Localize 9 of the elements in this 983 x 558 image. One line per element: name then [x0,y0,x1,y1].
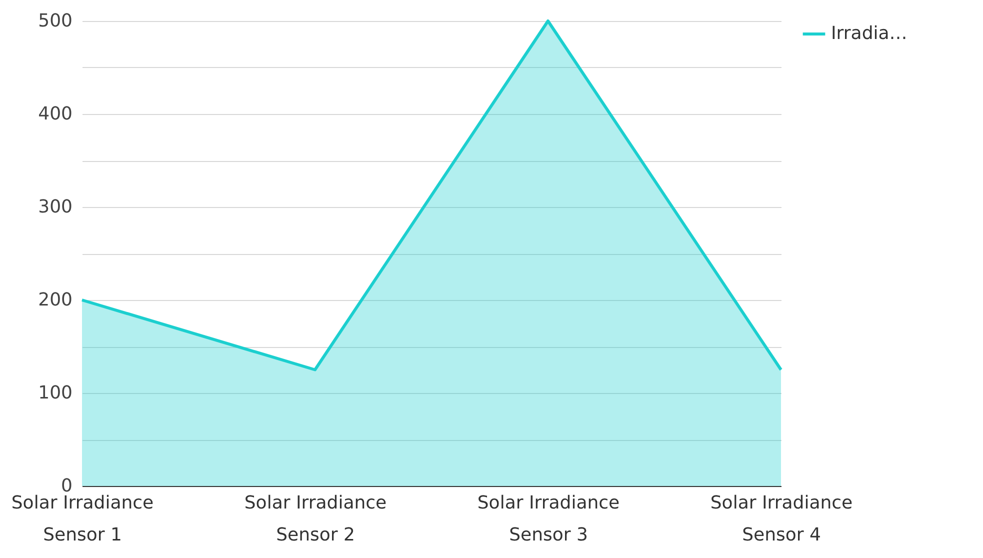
y-tick-label: 100 [38,382,72,404]
x-tick-label: Solar Irradiance Sensor 2 [244,492,387,546]
y-tick-label: 400 [38,104,72,124]
y-tick-label: 200 [38,290,72,310]
y-tick-label: 500 [38,10,72,32]
legend-label: Irradia… [831,23,908,44]
x-tick-label: Solar Irradiance Sensor 4 [710,492,853,546]
x-tick-label: Solar Irradiance Sensor 3 [477,492,620,546]
y-tick-label: 300 [38,196,72,218]
